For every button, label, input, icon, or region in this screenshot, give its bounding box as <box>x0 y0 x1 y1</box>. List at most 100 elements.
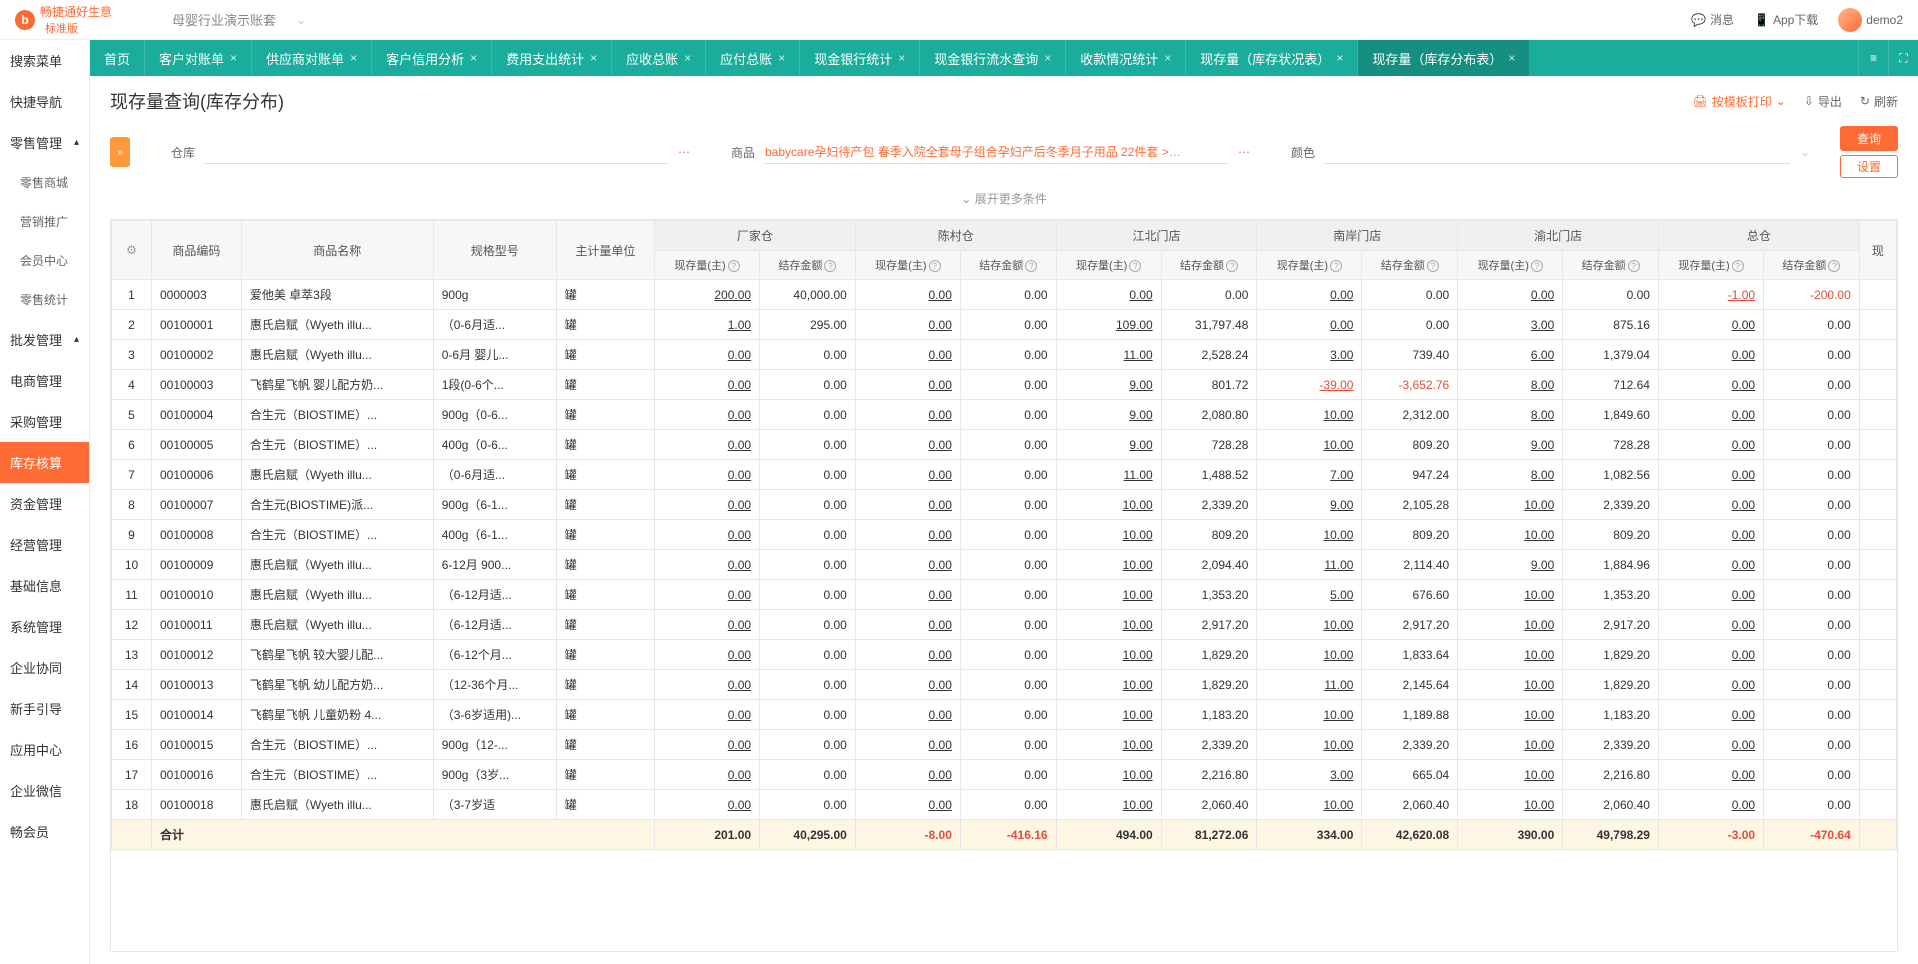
cell-qty[interactable]: 10.00 <box>1257 730 1362 760</box>
account-dropdown-icon[interactable]: ⌄ <box>296 13 306 27</box>
sub-header[interactable]: 结存金额? <box>1362 251 1458 280</box>
cell-qty[interactable]: 10.00 <box>1458 520 1563 550</box>
help-icon[interactable]: ? <box>1330 260 1342 272</box>
cell-qty[interactable]: 10.00 <box>1056 550 1161 580</box>
cell-qty[interactable]: 10.00 <box>1458 730 1563 760</box>
cell-qty[interactable]: 0.00 <box>655 760 760 790</box>
cell-name[interactable]: 爱他美 卓萃3段 <box>241 280 433 310</box>
cell-qty[interactable]: 0.00 <box>855 760 960 790</box>
close-icon[interactable]: × <box>1164 51 1171 65</box>
sidebar-item[interactable]: 快捷导航 <box>0 81 89 122</box>
cell-qty[interactable]: 0.00 <box>655 520 760 550</box>
cell-qty[interactable]: 10.00 <box>1257 430 1362 460</box>
cell-qty[interactable]: 0.00 <box>1658 430 1763 460</box>
sidebar-item[interactable]: 零售统计 <box>0 280 89 319</box>
print-button[interactable]: 🖨 按模板打印 ⌄ <box>1693 93 1786 110</box>
sub-header[interactable]: 结存金额? <box>760 251 856 280</box>
close-icon[interactable]: × <box>470 51 477 65</box>
cell-qty[interactable]: 10.00 <box>1257 610 1362 640</box>
cell-qty[interactable]: 3.00 <box>1257 760 1362 790</box>
cell-qty[interactable]: 8.00 <box>1458 400 1563 430</box>
sidebar-item[interactable]: 批发管理▴ <box>0 319 89 360</box>
cell-qty[interactable]: 10.00 <box>1257 400 1362 430</box>
cell-qty[interactable]: 0.00 <box>1056 280 1161 310</box>
sub-header[interactable]: 现存量(主)? <box>855 251 960 280</box>
help-icon[interactable]: ? <box>1732 260 1744 272</box>
cell-qty[interactable]: 8.00 <box>1458 370 1563 400</box>
cell-qty[interactable]: 11.00 <box>1056 340 1161 370</box>
sub-header[interactable]: 现存量(主)? <box>1257 251 1362 280</box>
cell-qty[interactable]: 3.00 <box>1257 340 1362 370</box>
cell-qty[interactable]: 9.00 <box>1056 430 1161 460</box>
column-header[interactable]: 规格型号 <box>433 221 556 280</box>
cell-qty[interactable]: 0.00 <box>1658 520 1763 550</box>
cell-qty[interactable]: 0.00 <box>655 430 760 460</box>
cell-qty[interactable]: 0.00 <box>1658 790 1763 820</box>
cell-qty[interactable]: 0.00 <box>855 670 960 700</box>
close-icon[interactable]: × <box>590 51 597 65</box>
refresh-button[interactable]: ↻ 刷新 <box>1860 93 1898 110</box>
cell-name[interactable]: 惠氏启赋（Wyeth illu... <box>241 790 433 820</box>
cell-qty[interactable]: 200.00 <box>655 280 760 310</box>
sidebar-item[interactable]: 资金管理 <box>0 483 89 524</box>
cell-qty[interactable]: 0.00 <box>855 460 960 490</box>
cell-name[interactable]: 合生元（BIOSTIME）... <box>241 520 433 550</box>
cell-qty[interactable]: 0.00 <box>855 790 960 820</box>
cell-qty[interactable]: 0.00 <box>1658 310 1763 340</box>
sub-header[interactable]: 现存量(主)? <box>1658 251 1763 280</box>
column-header[interactable]: 商品名称 <box>241 221 433 280</box>
cell-qty[interactable]: 0.00 <box>655 400 760 430</box>
cell-qty[interactable]: 0.00 <box>1658 490 1763 520</box>
cell-name[interactable]: 飞鹤星飞帆 婴儿配方奶... <box>241 370 433 400</box>
cell-qty[interactable]: 10.00 <box>1257 790 1362 820</box>
help-icon[interactable]: ? <box>728 260 740 272</box>
cell-qty[interactable]: 0.00 <box>655 730 760 760</box>
cell-qty[interactable]: 10.00 <box>1257 520 1362 550</box>
cell-qty[interactable]: 109.00 <box>1056 310 1161 340</box>
cell-qty[interactable]: 0.00 <box>1658 370 1763 400</box>
cell-qty[interactable]: 0.00 <box>855 730 960 760</box>
tab[interactable]: 现金银行流水查询× <box>920 40 1066 76</box>
help-icon[interactable]: ? <box>1129 260 1141 272</box>
cell-qty[interactable]: 0.00 <box>655 670 760 700</box>
sidebar-item[interactable]: 库存核算 <box>0 442 89 483</box>
cell-qty[interactable]: 0.00 <box>655 550 760 580</box>
help-icon[interactable]: ? <box>929 260 941 272</box>
close-icon[interactable]: × <box>350 51 357 65</box>
sidebar-item[interactable]: 企业微信 <box>0 770 89 811</box>
tab[interactable]: 费用支出统计× <box>492 40 612 76</box>
sidebar-item[interactable]: 企业协同 <box>0 647 89 688</box>
cell-name[interactable]: 飞鹤星飞帆 幼儿配方奶... <box>241 670 433 700</box>
help-icon[interactable]: ? <box>1828 260 1840 272</box>
color-dropdown-icon[interactable]: ⌄ <box>1800 145 1810 159</box>
sub-header[interactable]: 现存量(主)? <box>1056 251 1161 280</box>
inventory-table-wrap[interactable]: ⚙商品编码商品名称规格型号主计量单位厂家仓陈村仓江北门店南岸门店渝北门店总仓现现… <box>110 219 1898 952</box>
cell-name[interactable]: 合生元(BIOSTIME)派... <box>241 490 433 520</box>
sub-header[interactable]: 现存量(主)? <box>655 251 760 280</box>
sub-header[interactable]: 结存金额? <box>1161 251 1257 280</box>
expand-filters-button[interactable]: ⌄ 展开更多条件 <box>110 186 1898 211</box>
cell-qty[interactable]: 10.00 <box>1056 670 1161 700</box>
cell-qty[interactable]: 0.00 <box>1458 280 1563 310</box>
cell-qty[interactable]: -39.00 <box>1257 370 1362 400</box>
tabs-expand-button[interactable]: ⛶ <box>1888 40 1918 76</box>
cell-qty[interactable]: 10.00 <box>1458 640 1563 670</box>
tab[interactable]: 首页 <box>90 40 145 76</box>
sidebar-item[interactable]: 应用中心 <box>0 729 89 770</box>
cell-qty[interactable]: 9.00 <box>1257 490 1362 520</box>
cell-qty[interactable]: 10.00 <box>1458 670 1563 700</box>
cell-qty[interactable]: 10.00 <box>1257 700 1362 730</box>
cell-qty[interactable]: 10.00 <box>1056 610 1161 640</box>
cell-qty[interactable]: 0.00 <box>1658 730 1763 760</box>
tab[interactable]: 现存量（库存状况表）× <box>1186 40 1358 76</box>
cell-qty[interactable]: 0.00 <box>855 280 960 310</box>
cell-qty[interactable]: 11.00 <box>1257 670 1362 700</box>
cell-qty[interactable]: 0.00 <box>655 640 760 670</box>
cell-qty[interactable]: 0.00 <box>655 370 760 400</box>
cell-qty[interactable]: 10.00 <box>1458 610 1563 640</box>
warehouse-more-icon[interactable]: ⋯ <box>678 145 690 159</box>
cell-qty[interactable]: 10.00 <box>1056 580 1161 610</box>
cell-qty[interactable]: 10.00 <box>1056 640 1161 670</box>
tab[interactable]: 现存量（库存分布表）× <box>1358 40 1530 76</box>
cell-name[interactable]: 惠氏启赋（Wyeth illu... <box>241 550 433 580</box>
